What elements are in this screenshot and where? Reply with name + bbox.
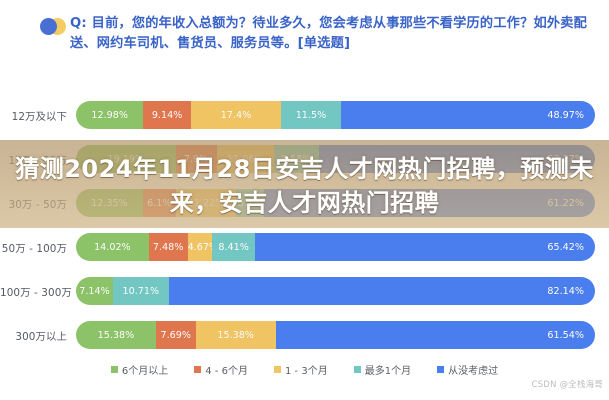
bar-segment-value: 8.58% <box>281 153 312 165</box>
bar-segment-value: 7.69% <box>160 329 192 341</box>
row-category-label: 30万 - 50万 <box>8 198 67 211</box>
question-header: Q: 目前，您的年收入总额为？待业多久，您会考虑从事那些不看学历的工作？如外卖配… <box>0 14 609 54</box>
chart-row: 300万以上 15.38% 7.69% 15.38% 61.54% <box>0 320 609 350</box>
bar-segment[interactable]: 15.38% <box>76 321 156 349</box>
legend-swatch-icon <box>110 366 118 373</box>
bar-segment[interactable]: 6.1% <box>142 189 176 217</box>
bar-segment-value: 11.5% <box>295 109 327 121</box>
bar-segment[interactable]: 10.71% <box>113 277 169 305</box>
bar-segment[interactable]: 53.27% <box>318 145 595 173</box>
legend-label: 最多1个月 <box>364 366 412 377</box>
row-category-label: 12万及以下 <box>11 110 67 123</box>
bar-segment[interactable]: 82.14% <box>168 277 595 305</box>
bar-segment-value: 48.97% <box>547 109 584 121</box>
bar-segment-value: 15.38% <box>97 329 135 341</box>
bar-segment[interactable]: 12.35% <box>76 189 143 217</box>
chart-row: 100万 - 300万 7.14% 10.71% 82.14% <box>0 276 609 306</box>
stacked-bar: 15.38% 7.69% 15.38% 61.54% <box>76 321 595 349</box>
bar-segment-value: 12.35% <box>91 197 128 209</box>
bar-segment-value: 4.67% <box>187 241 219 253</box>
bar-segment[interactable]: 11.5% <box>281 101 341 129</box>
bar-segment-value: 65.42% <box>547 241 584 253</box>
chart-legend: 6个月以上 4 - 6个月 1 - 3个月 最多1个月 从没考虑过 <box>0 362 609 377</box>
stacked-bar-chart: 12万及以下 12.98% 9.14% 17.4% 11.5% 48.97% 12万 - 3… <box>0 96 609 354</box>
legend-swatch-icon <box>194 366 202 373</box>
legend-swatch-icon <box>274 366 281 373</box>
bar-segment-value: 11.22% <box>187 197 225 209</box>
bar-segment-value: 12.98% <box>91 109 128 121</box>
legend-item[interactable]: 从没考虑过 <box>437 362 498 377</box>
csdn-watermark: CSDN @全栈海哥 <box>531 379 603 389</box>
bar-segment-value: 10.71% <box>122 285 160 297</box>
bar-segment-value: 61.22% <box>547 197 584 209</box>
legend-label: 1 - 3个月 <box>285 366 328 377</box>
bar-segment[interactable]: 61.54% <box>275 321 595 349</box>
chart-row: 12万 - 30万 19.19% 7.9% 11.06% 8.58% 53.27% <box>0 144 609 174</box>
bar-segment[interactable]: 61.22% <box>263 189 595 217</box>
bar-segment-value: 61.54% <box>547 329 584 341</box>
stacked-bar: 12.35% 6.1% 11.22% 5.1% 61.22% <box>76 189 595 217</box>
row-category-label: 100万 - 300万 <box>0 286 72 299</box>
bar-segment[interactable]: 17.4% <box>190 101 282 129</box>
bar-segment-value: 19.19% <box>107 153 145 165</box>
legend-item[interactable]: 最多1个月 <box>353 362 412 377</box>
bar-segment[interactable]: 12.98% <box>76 101 144 129</box>
bar-segment-value: 11.06% <box>226 153 264 165</box>
stacked-bar: 19.19% 7.9% 11.06% 8.58% 53.27% <box>76 145 595 173</box>
bar-segment[interactable]: 7.69% <box>155 321 196 349</box>
bar-segment[interactable]: 8.58% <box>273 145 319 173</box>
legend-swatch-icon <box>437 366 445 373</box>
chart-row: 30万 - 50万 12.35% 6.1% 11.22% 5.1% 61.22% <box>0 188 609 218</box>
bar-segment[interactable]: 14.02% <box>76 233 149 261</box>
bar-segment[interactable]: 11.06% <box>216 145 274 173</box>
legend-label: 6个月以上 <box>121 366 169 377</box>
bar-segment[interactable]: 7.48% <box>148 233 188 261</box>
stacked-bar: 12.98% 9.14% 17.4% 11.5% 48.97% <box>76 101 595 129</box>
bar-segment[interactable]: 9.14% <box>143 101 191 129</box>
bar-segment-value: 8.41% <box>218 241 249 253</box>
bar-segment-value: 7.48% <box>152 241 184 253</box>
bar-segment-value: 5.1% <box>237 197 263 209</box>
question-dots-icon <box>40 18 70 35</box>
bar-segment[interactable]: 7.9% <box>175 145 217 173</box>
bar-segment-value: 9.14% <box>151 109 183 121</box>
row-category-label: 12万 - 30万 <box>8 154 67 167</box>
chart-row: 50万 - 100万 14.02% 7.48% 4.67% 8.41% 65.42% <box>0 232 609 262</box>
bar-segment[interactable]: 8.41% <box>211 233 256 261</box>
chart-row: 12万及以下 12.98% 9.14% 17.4% 11.5% 48.97% <box>0 100 609 130</box>
legend-item[interactable]: 1 - 3个月 <box>274 362 328 377</box>
bar-segment-value: 15.38% <box>217 329 254 341</box>
bar-segment-value: 14.02% <box>94 241 131 253</box>
bar-segment-value: 53.27% <box>547 153 584 165</box>
bar-segment[interactable]: 5.1% <box>236 189 264 217</box>
bar-segment-value: 82.14% <box>547 285 584 297</box>
stacked-bar: 7.14% 10.71% 82.14% <box>76 277 595 305</box>
legend-label: 4 - 6个月 <box>205 366 248 377</box>
row-category-label: 300万以上 <box>15 330 67 343</box>
bar-segment-value: 7.9% <box>183 153 209 165</box>
bar-segment[interactable]: 4.67% <box>187 233 219 261</box>
bar-segment[interactable]: 15.38% <box>195 321 276 349</box>
row-category-label: 50万 - 100万 <box>1 242 67 255</box>
bar-segment[interactable]: 19.19% <box>76 145 176 173</box>
bar-segment[interactable]: 11.22% <box>175 189 237 217</box>
stacked-bar: 14.02% 7.48% 4.67% 8.41% 65.42% <box>76 233 595 261</box>
question-text: Q: 目前，您的年收入总额为？待业多久，您会考虑从事那些不看学历的工作？如外卖配… <box>70 16 588 51</box>
bar-segment[interactable]: 65.42% <box>255 233 595 261</box>
legend-label: 从没考虑过 <box>448 366 499 377</box>
legend-swatch-icon <box>353 366 361 373</box>
bar-segment-value: 6.1% <box>147 197 172 209</box>
bar-segment[interactable]: 48.97% <box>340 101 595 129</box>
dot-blue-icon <box>40 18 57 35</box>
legend-item[interactable]: 6个月以上 <box>110 362 169 377</box>
bar-segment-value: 17.4% <box>220 109 252 121</box>
legend-item[interactable]: 4 - 6个月 <box>194 362 248 377</box>
bar-segment-value: 7.14% <box>79 285 110 297</box>
bar-segment[interactable]: 7.14% <box>76 277 114 305</box>
